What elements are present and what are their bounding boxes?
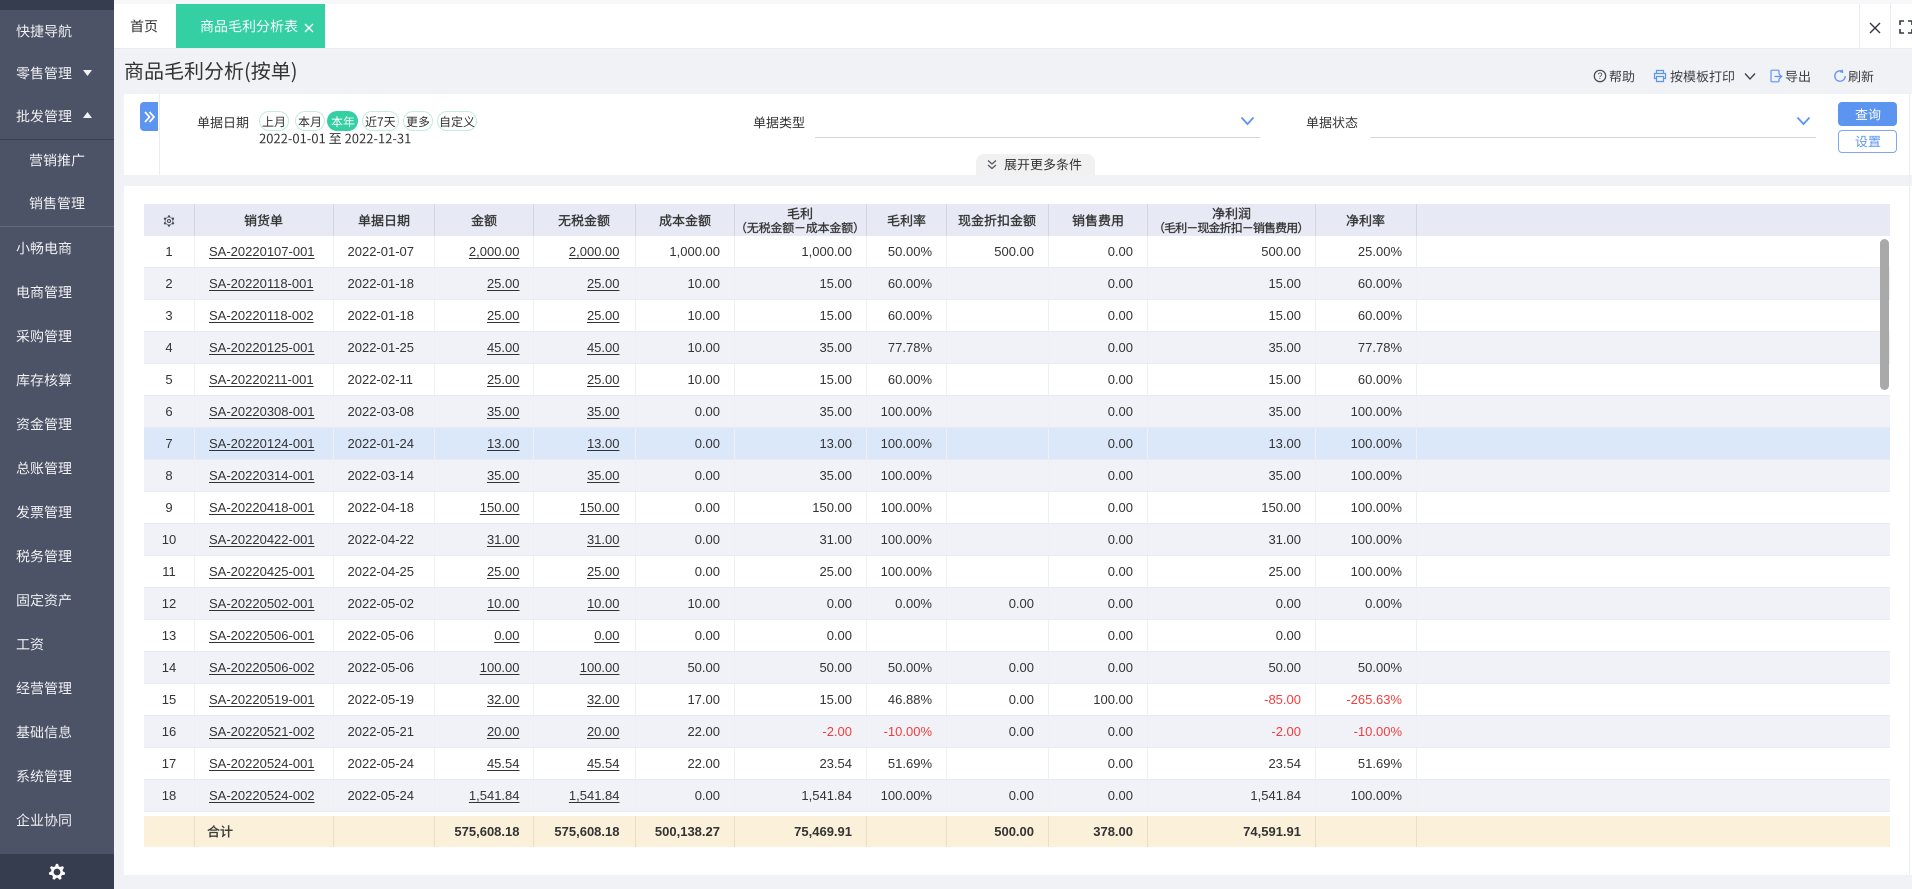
- svg-text:?: ?: [1597, 71, 1602, 81]
